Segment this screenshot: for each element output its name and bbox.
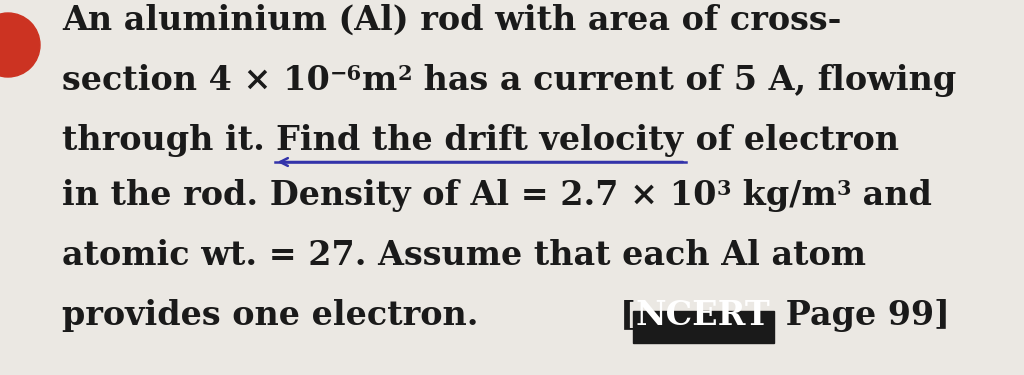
Text: kg/m: kg/m <box>731 179 837 212</box>
Text: Find the drift velocity: Find the drift velocity <box>276 124 684 157</box>
Text: −6: −6 <box>330 64 362 84</box>
Text: m: m <box>362 64 397 97</box>
Text: An aluminium (Al) rod with area of cross-: An aluminium (Al) rod with area of cross… <box>62 4 842 37</box>
Text: Page 99]: Page 99] <box>773 299 949 332</box>
Text: of electron: of electron <box>684 124 899 157</box>
Text: has a current of 5 A, flowing: has a current of 5 A, flowing <box>412 64 956 97</box>
Text: 2: 2 <box>397 64 412 84</box>
Text: NCERT: NCERT <box>636 299 770 332</box>
Text: 3: 3 <box>717 179 731 199</box>
FancyBboxPatch shape <box>633 311 773 343</box>
Text: provides one electron.: provides one electron. <box>62 299 478 332</box>
Text: in the rod. Density of Al = 2.7 × 10: in the rod. Density of Al = 2.7 × 10 <box>62 179 717 212</box>
Circle shape <box>0 13 40 77</box>
Text: section 4 × 10: section 4 × 10 <box>62 64 330 97</box>
Text: [: [ <box>620 299 636 332</box>
Text: 3: 3 <box>837 179 851 199</box>
Text: and: and <box>851 179 932 212</box>
Text: atomic wt. = 27. Assume that each Al atom: atomic wt. = 27. Assume that each Al ato… <box>62 239 866 272</box>
Text: through it.: through it. <box>62 124 276 157</box>
